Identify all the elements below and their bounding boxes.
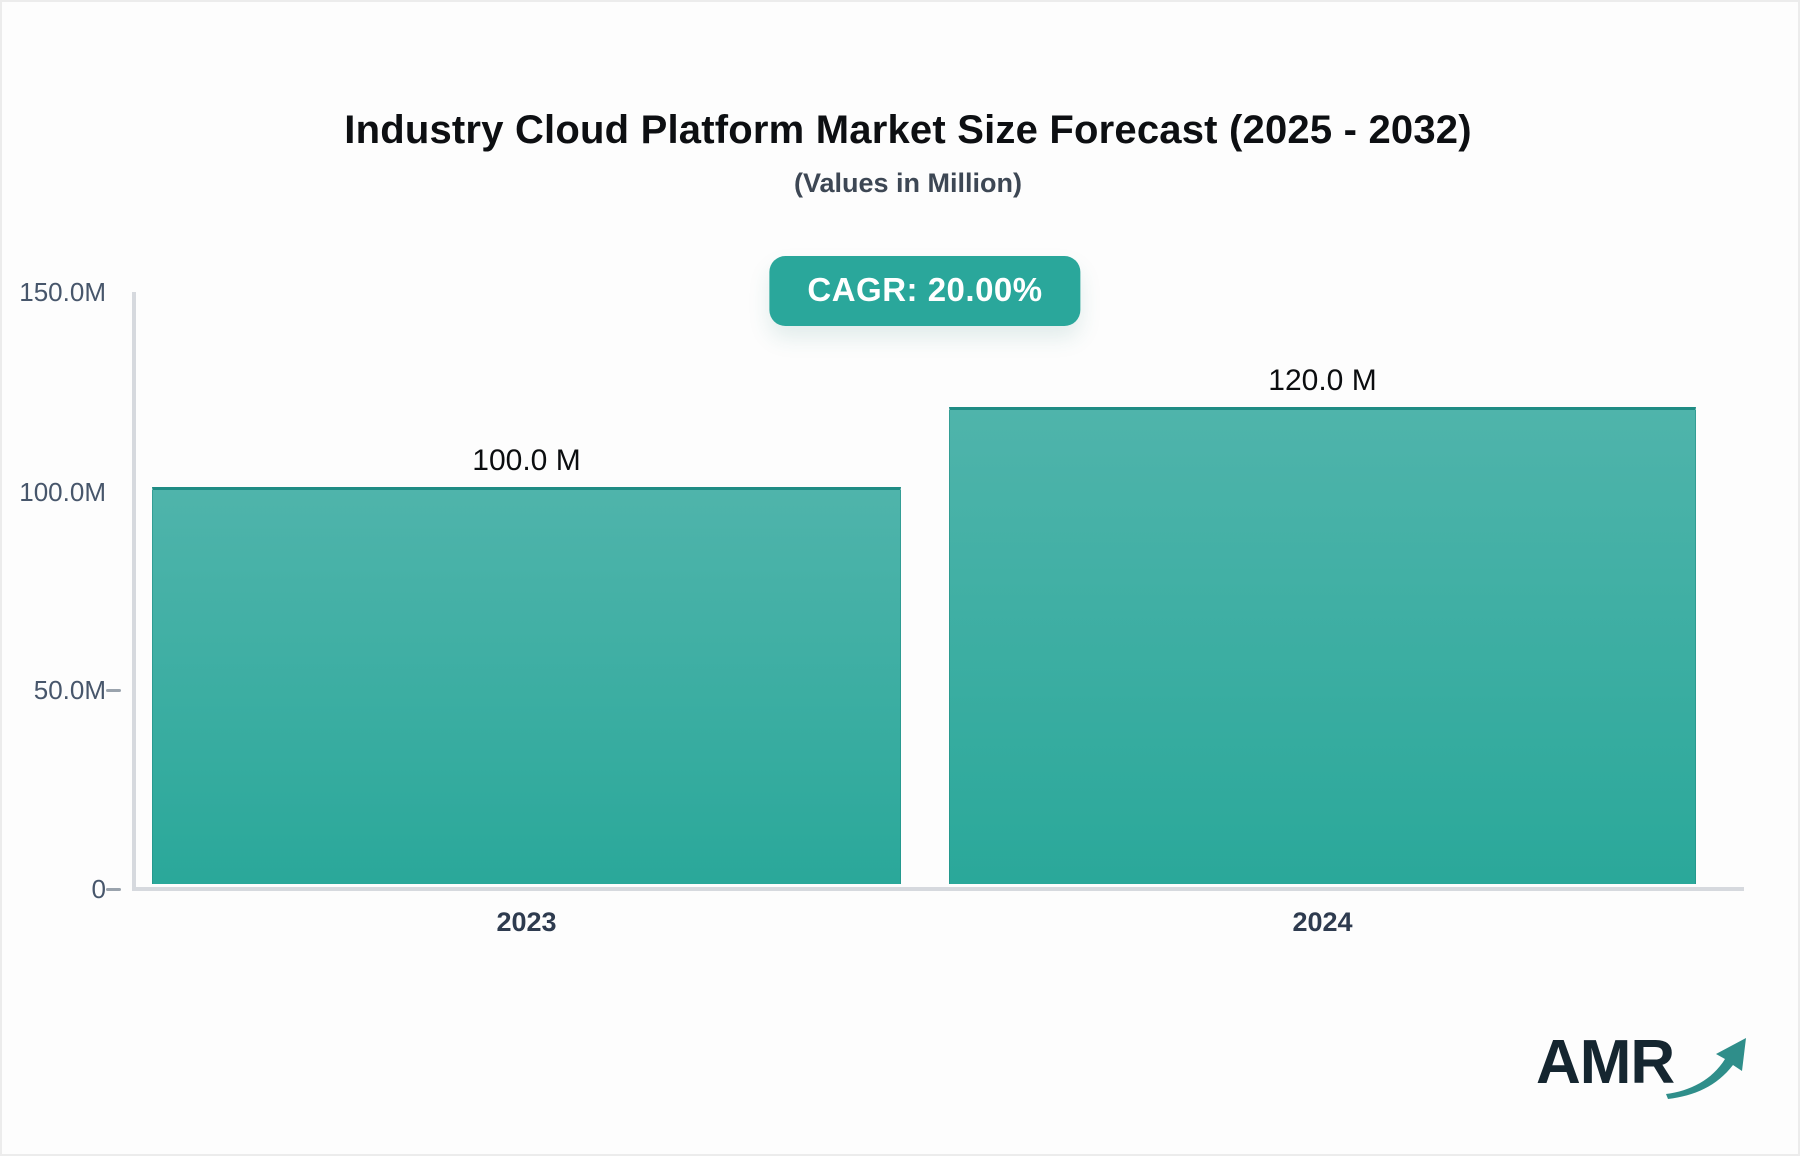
growth-arrow-icon [1666,1038,1747,1099]
y-tick-mark-50 [106,689,121,692]
y-tick-label-150: 150.0M [19,277,106,307]
y-tick-label-50: 50.0M [33,675,106,705]
bar-2023[interactable]: 100.0 M [152,444,901,884]
x-axis-label-2023: 2023 [496,907,557,937]
x-axis-line [132,887,1744,891]
chart-subtitle: (Values in Million) [793,168,1023,198]
y-axis-line [132,292,136,890]
y-tick-mark-0 [106,888,121,891]
bar-value-label-2024: 120.0 M [1268,364,1377,397]
bar-2024[interactable]: 120.0 M [949,364,1696,884]
amr-logo-text: AMR [1536,1028,1675,1097]
cagr-badge: CAGR: 20.00% [769,256,1081,326]
x-axis-label-2024: 2024 [1292,907,1353,937]
amr-logo: AMR [1536,1032,1756,1102]
y-tick-label-100: 100.0M [19,477,106,507]
y-tick-label-0: 0 [91,874,106,904]
chart-title: Industry Cloud Platform Market Size Fore… [344,108,1472,152]
bar-value-label-2023: 100.0 M [472,444,581,477]
